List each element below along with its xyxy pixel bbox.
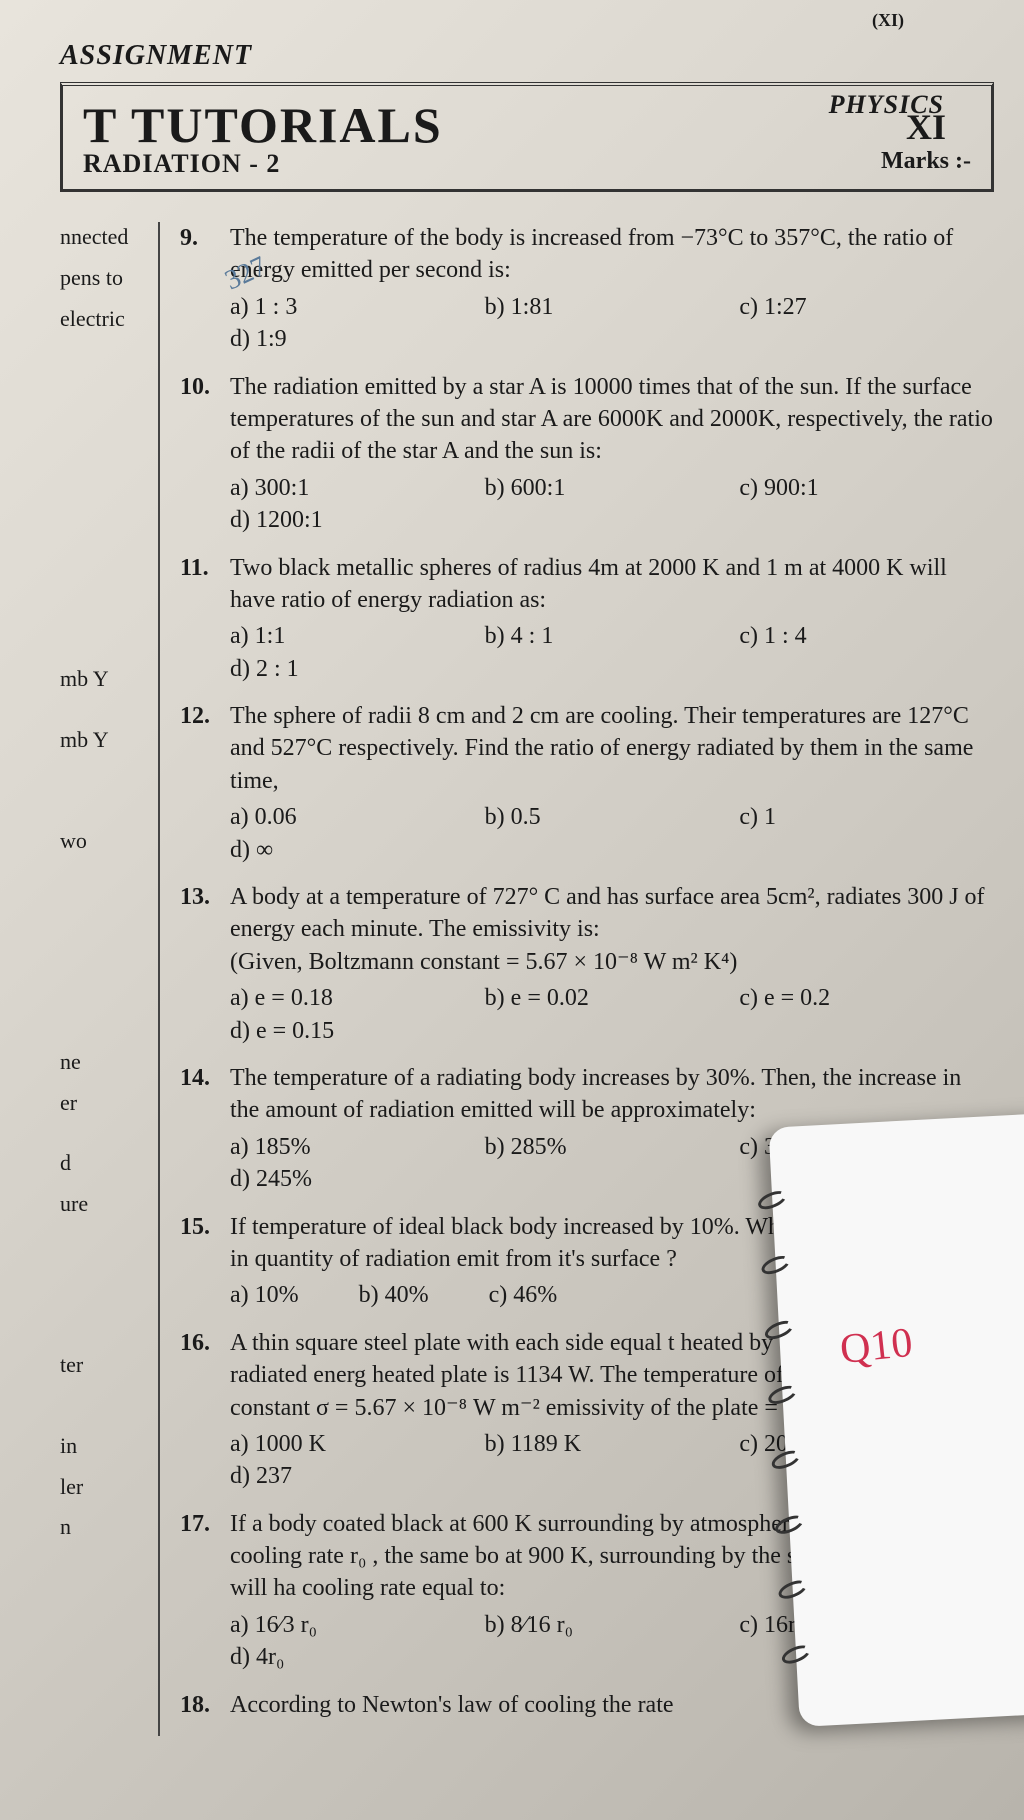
question-number: 12. [180, 700, 230, 866]
option-c: c) 46% [489, 1279, 558, 1311]
option-b: b) 4 : 1 [485, 620, 700, 652]
margin-word: wo [60, 826, 148, 857]
margin-word: nnected [60, 222, 148, 253]
margin-word: ter [60, 1350, 148, 1381]
option-b: b) 0.5 [485, 801, 700, 833]
corner-text: (XI) [872, 10, 904, 31]
question-text: The radiation emitted by a star A is 100… [230, 374, 993, 465]
option-d: d) 1200:1 [230, 504, 954, 536]
options: a) 300:1 b) 600:1 c) 900:1 d) 1200:1 [230, 472, 994, 537]
question-body: Two black metallic spheres of radius 4m … [230, 552, 994, 686]
option-a: a) 1 : 3 [230, 291, 445, 323]
option-c: c) 1 [739, 801, 954, 833]
option-b: b) 285% [485, 1131, 700, 1163]
margin-word: ure [60, 1189, 148, 1220]
option-a: a) 0.06 [230, 801, 445, 833]
ring-icon [762, 1317, 795, 1343]
question-number: 16. [180, 1327, 230, 1493]
option-c: c) 900:1 [739, 472, 954, 504]
question-11: 11. Two black metallic spheres of radius… [180, 552, 994, 686]
ring-icon [776, 1577, 809, 1603]
assignment-label: ASSIGNMENT [60, 40, 994, 72]
question-text: According to Newton's law of cooling the… [230, 1692, 674, 1718]
option-c: c) 1 : 4 [739, 620, 954, 652]
option-a: a) e = 0.18 [230, 982, 445, 1014]
question-body: A body at a temperature of 727° C and ha… [230, 881, 994, 1047]
question-number: 17. [180, 1508, 230, 1674]
question-13: 13. A body at a temperature of 727° C an… [180, 881, 994, 1047]
margin-word: d [60, 1148, 148, 1179]
option-a: a) 1000 K [230, 1428, 445, 1460]
options: a) 1 : 3 b) 1:81 c) 1:27 d) 1:9 [230, 291, 994, 356]
margin-word: n [60, 1512, 148, 1543]
question-body: The radiation emitted by a star A is 100… [230, 371, 994, 537]
question-9: 9. The temperature of the body is increa… [180, 222, 994, 356]
margin-word: er [60, 1088, 148, 1119]
margin-word: ne [60, 1047, 148, 1078]
option-a: a) 1:1 [230, 620, 445, 652]
options: a) 1:1 b) 4 : 1 c) 1 : 4 d) 2 : 1 [230, 620, 994, 685]
ring-icon [779, 1642, 812, 1668]
question-given: (Given, Boltzmann constant = 5.67 × 10⁻⁸… [230, 949, 737, 975]
margin-word: pens to [60, 263, 148, 294]
notebook-label: Q10 [838, 1319, 915, 1374]
ring-icon [773, 1512, 806, 1538]
tutorials-title: T TUTORIALS [83, 96, 443, 154]
question-text: The temperature of a radiating body incr… [230, 1065, 961, 1123]
option-d: d) 1:9 [230, 323, 954, 355]
question-text: A body at a temperature of 727° C and ha… [230, 884, 985, 942]
question-text: The temperature of the body is increased… [230, 225, 953, 283]
question-number: 9. [180, 222, 230, 356]
ring-icon [769, 1447, 802, 1473]
option-b: b) 8⁄16 r₀ [485, 1609, 700, 1641]
option-b: b) 1189 K [485, 1428, 700, 1460]
marks-label: Marks :- [881, 148, 971, 175]
left-margin: nnected pens to electric mb Y mb Y wo ne… [60, 222, 160, 1736]
option-b: b) 40% [359, 1279, 429, 1311]
option-b: b) e = 0.02 [485, 982, 700, 1014]
option-a: a) 16⁄3 r₀ [230, 1609, 445, 1641]
ring-icon [759, 1252, 792, 1278]
options: a) 0.06 b) 0.5 c) 1 d) ∞ [230, 801, 994, 866]
options: a) e = 0.18 b) e = 0.02 c) e = 0.2 d) e … [230, 982, 994, 1047]
option-a: a) 300:1 [230, 472, 445, 504]
option-a: a) 10% [230, 1279, 299, 1311]
question-number: 15. [180, 1211, 230, 1312]
margin-word: mb Y [60, 664, 148, 695]
worksheet-paper: (XI) ASSIGNMENT PHYSICS T TUTORIALS RADI… [0, 0, 1024, 1820]
question-number: 14. [180, 1062, 230, 1196]
option-b: b) 1:81 [485, 291, 700, 323]
option-c: c) e = 0.2 [739, 982, 954, 1014]
question-text: The sphere of radii 8 cm and 2 cm are co… [230, 703, 973, 794]
question-body: The temperature of the body is increased… [230, 222, 994, 356]
option-c: c) 1:27 [739, 291, 954, 323]
ring-icon [756, 1187, 789, 1213]
question-number: 11. [180, 552, 230, 686]
option-d: d) 2 : 1 [230, 653, 954, 685]
question-body: The sphere of radii 8 cm and 2 cm are co… [230, 700, 994, 866]
option-b: b) 600:1 [485, 472, 700, 504]
header-left: T TUTORIALS RADIATION - 2 [83, 96, 443, 179]
question-10: 10. The radiation emitted by a star A is… [180, 371, 994, 537]
question-12: 12. The sphere of radii 8 cm and 2 cm ar… [180, 700, 994, 866]
question-text: Two black metallic spheres of radius 4m … [230, 555, 947, 613]
ring-icon [766, 1382, 799, 1408]
margin-word: electric [60, 304, 148, 335]
question-number: 10. [180, 371, 230, 537]
margin-word: mb Y [60, 725, 148, 756]
option-d: d) e = 0.15 [230, 1015, 954, 1047]
margin-word: ler [60, 1472, 148, 1503]
option-a: a) 185% [230, 1131, 445, 1163]
option-d: d) ∞ [230, 834, 954, 866]
question-number: 18. [180, 1689, 230, 1721]
notebook-overlay: Q10 [768, 1113, 1024, 1727]
subject-label: PHYSICS [829, 90, 944, 120]
margin-word: in [60, 1431, 148, 1462]
question-number: 13. [180, 881, 230, 1047]
